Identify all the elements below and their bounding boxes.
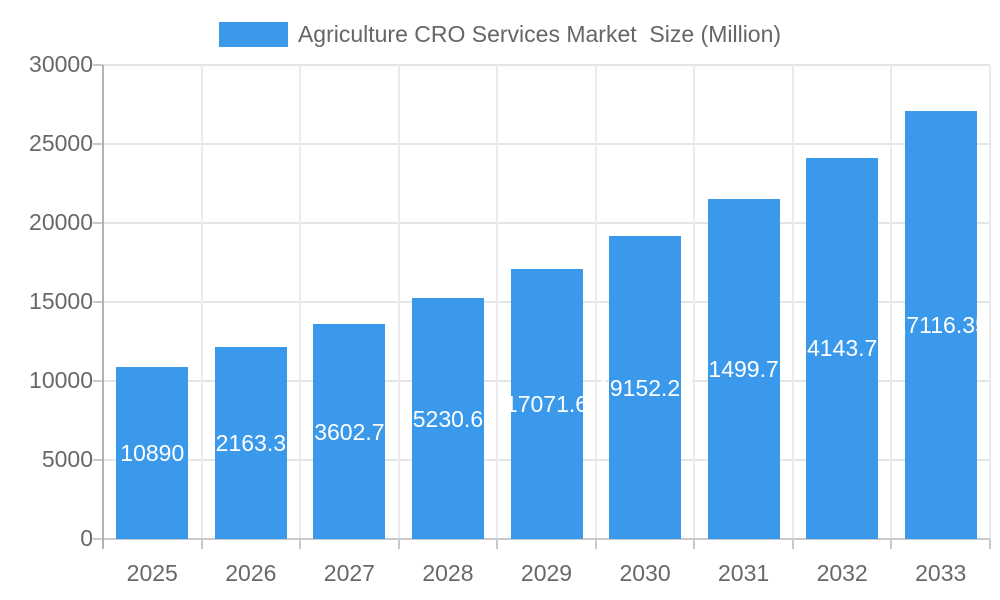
x-tick-mark bbox=[200, 539, 203, 549]
x-axis-tick-label: 2032 bbox=[816, 560, 868, 586]
x-gridline bbox=[989, 65, 991, 539]
x-gridline bbox=[693, 65, 696, 539]
x-tick-mark bbox=[989, 539, 991, 549]
y-axis-line bbox=[102, 65, 104, 549]
bar-2026[interactable] bbox=[214, 346, 287, 539]
x-tick-mark bbox=[693, 539, 696, 549]
x-tick-mark bbox=[594, 539, 597, 549]
y-gridline bbox=[103, 222, 990, 224]
y-axis-tick-label: 0 bbox=[80, 525, 93, 551]
y-tick-mark bbox=[93, 64, 103, 66]
x-gridline bbox=[594, 65, 597, 539]
x-axis-tick-label: 2028 bbox=[422, 560, 474, 586]
bar-2030[interactable] bbox=[609, 236, 682, 539]
x-gridline bbox=[299, 65, 302, 539]
x-gridline bbox=[397, 65, 400, 539]
bar-2027[interactable] bbox=[313, 324, 386, 539]
x-gridline bbox=[791, 65, 794, 539]
x-tick-mark bbox=[890, 539, 893, 549]
x-axis-line bbox=[93, 538, 990, 540]
x-gridline bbox=[200, 65, 203, 539]
x-gridline bbox=[496, 65, 499, 539]
bar-2028[interactable] bbox=[411, 298, 484, 539]
y-axis-tick-label: 10000 bbox=[29, 367, 93, 393]
x-tick-mark bbox=[791, 539, 794, 549]
y-tick-mark bbox=[93, 301, 103, 303]
y-tick-mark bbox=[93, 380, 103, 382]
x-axis-tick-label: 2030 bbox=[619, 560, 671, 586]
legend-label: Agriculture CRO Services Market Size (Mi… bbox=[297, 20, 782, 47]
y-axis-tick-label: 15000 bbox=[29, 288, 93, 314]
x-axis-tick-label: 2029 bbox=[520, 560, 573, 586]
y-gridline bbox=[103, 64, 990, 66]
bar-2033[interactable] bbox=[904, 110, 977, 539]
y-gridline bbox=[103, 143, 990, 145]
x-tick-mark bbox=[397, 539, 400, 549]
y-tick-mark bbox=[93, 459, 103, 461]
y-axis-tick-label: 20000 bbox=[29, 209, 93, 235]
y-axis-tick-label: 25000 bbox=[29, 130, 93, 156]
bar-2029[interactable] bbox=[510, 269, 583, 539]
y-tick-mark bbox=[93, 143, 103, 145]
x-gridline bbox=[890, 65, 893, 539]
x-tick-mark bbox=[496, 539, 499, 549]
bar-2031[interactable] bbox=[707, 199, 780, 539]
y-axis-tick-label: 30000 bbox=[29, 51, 93, 77]
x-axis-tick-label: 2025 bbox=[126, 560, 178, 586]
legend-swatch bbox=[218, 21, 288, 47]
x-axis-tick-label: 2031 bbox=[718, 560, 770, 586]
bar-2032[interactable] bbox=[806, 157, 879, 539]
x-tick-mark bbox=[299, 539, 302, 549]
y-tick-mark bbox=[93, 222, 103, 224]
x-axis-tick-label: 2027 bbox=[323, 560, 375, 586]
x-axis-tick-label: 2033 bbox=[915, 560, 967, 586]
y-axis-tick-label: 5000 bbox=[41, 446, 93, 472]
legend-item[interactable]: Agriculture CRO Services Market Size (Mi… bbox=[0, 18, 1000, 50]
bar-2025[interactable] bbox=[116, 366, 189, 539]
x-axis-tick-label: 2026 bbox=[225, 560, 277, 586]
